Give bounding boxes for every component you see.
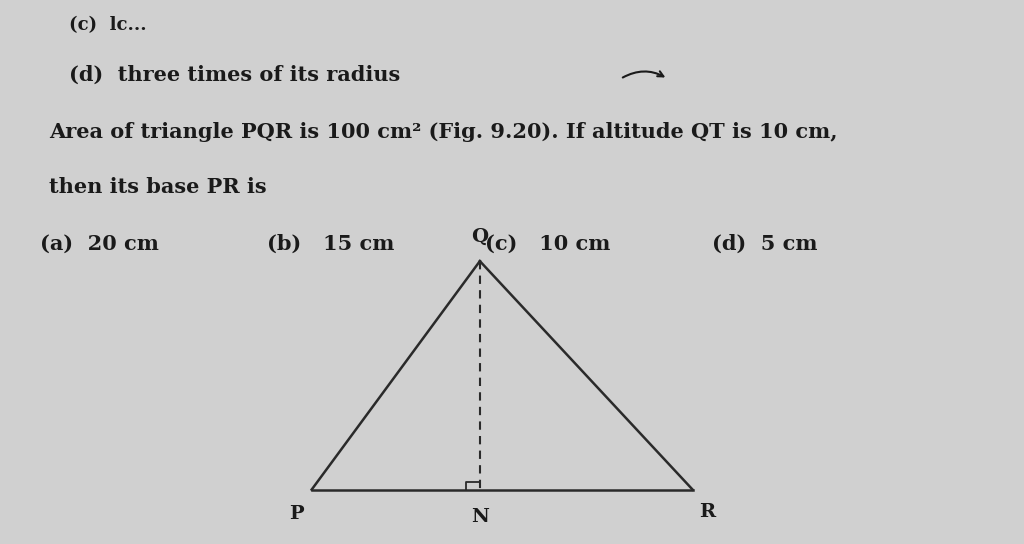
Text: R: R xyxy=(699,503,716,522)
Text: P: P xyxy=(290,505,304,523)
Text: (a)  20 cm: (a) 20 cm xyxy=(40,234,159,254)
Text: N: N xyxy=(471,508,488,526)
Text: (d)  5 cm: (d) 5 cm xyxy=(713,234,818,254)
Text: (c)   10 cm: (c) 10 cm xyxy=(484,234,610,254)
Text: then its base PR is: then its base PR is xyxy=(49,177,267,197)
Text: (d)  three times of its radius: (d) three times of its radius xyxy=(70,65,400,85)
Text: (b)   15 cm: (b) 15 cm xyxy=(267,234,394,254)
Text: Q: Q xyxy=(471,227,488,246)
Text: (c)  lc...: (c) lc... xyxy=(70,16,146,34)
Text: Area of triangle PQR is 100 cm² (Fig. 9.20). If altitude QT is 10 cm,: Area of triangle PQR is 100 cm² (Fig. 9.… xyxy=(49,122,838,143)
